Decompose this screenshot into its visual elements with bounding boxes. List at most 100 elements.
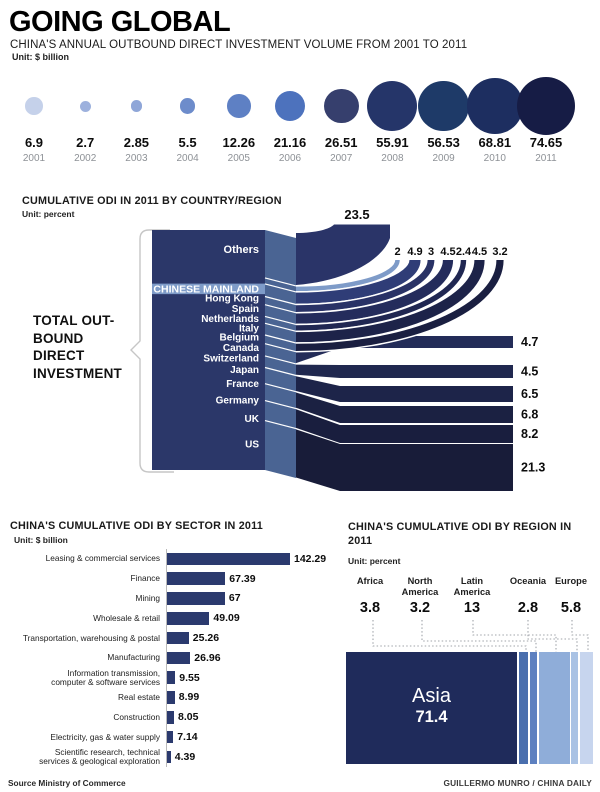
sector-row-scientific-research-technica: Scientific research, technical services …	[10, 746, 340, 767]
label-chinese-mainland: CHINESE MAINLAND	[153, 283, 259, 295]
value-japan: 4.5	[521, 365, 538, 379]
sector-bar	[167, 572, 226, 585]
bubble-value-2002: 2.7	[76, 135, 95, 150]
label-uk: UK	[245, 414, 260, 425]
bubble-2001	[25, 97, 43, 115]
bubble-2010	[467, 78, 523, 134]
sector-bar-wrap: 49.09	[166, 608, 240, 629]
sector-bar	[167, 552, 290, 566]
bubble-value-2008: 55.91	[376, 135, 409, 150]
region-segment-asia	[346, 652, 518, 764]
sector-row-finance: Finance 67.39	[10, 568, 340, 589]
sector-chart-title: CHINA'S CUMULATIVE ODI BY SECTOR IN 2011	[10, 520, 263, 532]
value-canada: 3.2	[492, 246, 507, 258]
bubble-chart-annual-odi: 6.9 2001 2.7 2002 2.85 2003 5.5 2004 12.26 2005 21…	[0, 77, 600, 170]
source-credit: Source Ministry of Commerce	[8, 778, 126, 788]
sankey-title: CUMULATIVE ODI IN 2011 BY COUNTRY/REGION	[22, 195, 282, 207]
bubble-year-2001: 2001	[22, 153, 46, 164]
bubble-2008	[367, 81, 418, 132]
bubble-2004	[179, 98, 196, 114]
value-switzerland: 4.7	[521, 335, 538, 349]
value-us: 21.3	[521, 461, 545, 475]
sector-value: 67	[228, 592, 241, 605]
sector-label: Leasing & commercial services	[45, 553, 160, 564]
sector-label: Manufacturing	[107, 652, 160, 663]
page-subtitle: CHINA'S ANNUAL OUTBOUND DIRECT INVESTMEN…	[10, 39, 468, 51]
sector-row-construction: Construction 8.05	[10, 707, 340, 728]
leader-lines	[372, 620, 589, 653]
flow-germany	[296, 392, 513, 423]
total-investment-block	[152, 230, 265, 470]
bubble-2003	[130, 100, 142, 112]
region-segment-europe	[579, 652, 594, 764]
sector-row-real-estate: Real estate 8.99	[10, 687, 340, 708]
sector-bar-wrap: 9.55	[166, 667, 200, 688]
face-divider	[264, 315, 297, 325]
sector-bar-wrap: 67.39	[166, 568, 256, 589]
leader-oceania	[527, 620, 578, 653]
bubble-year-2005: 2005	[227, 153, 250, 164]
sector-bar-wrap: 26.96	[166, 647, 221, 668]
bubble-year-2008: 2008	[381, 153, 404, 164]
region-label-north-america: North America	[401, 576, 439, 597]
sector-bar-wrap: 8.99	[166, 687, 200, 708]
sector-value: 8.99	[178, 691, 200, 704]
leader-north-america	[421, 620, 537, 653]
bubble-value-2011: 74.65	[529, 135, 563, 150]
region-segment-africa	[518, 652, 528, 764]
label-canada: Canada	[223, 343, 260, 354]
asia-name: Asia	[412, 685, 451, 707]
block-side-face	[265, 230, 296, 478]
face-divider	[264, 334, 297, 344]
face-divider	[264, 322, 297, 332]
bubble-value-2005: 12.26	[222, 135, 256, 150]
bubble-value-2004: 5.5	[178, 135, 197, 150]
sector-label: Information transmission, computer & sof…	[51, 667, 160, 687]
region-segment-oceania	[571, 652, 579, 764]
region-label-latin-america: Latin America	[453, 576, 491, 597]
sector-value: 9.55	[179, 671, 200, 684]
face-divider	[264, 277, 297, 287]
sector-value: 49.09	[213, 612, 240, 625]
region-label-oceania: Oceania	[509, 576, 547, 586]
sector-label: Wholesale & retail	[93, 612, 160, 623]
sector-row-mining: Mining 67	[10, 588, 340, 609]
bubble-2006	[274, 90, 306, 122]
sector-bar-wrap: 7.14	[166, 727, 198, 747]
flow-spain	[295, 259, 435, 312]
sector-label: Construction	[113, 711, 160, 722]
bubble-year-2011: 2011	[535, 153, 557, 164]
sector-value: 7.14	[177, 731, 198, 744]
flow-uk	[296, 409, 513, 443]
sector-value: 8.05	[178, 711, 199, 724]
value-uk: 8.2	[521, 427, 538, 441]
sankey-unit-label: Unit: percent	[22, 209, 75, 219]
region-segment-latin-america	[538, 652, 570, 764]
label-france: France	[226, 379, 259, 390]
value-chinese-mainland: 2	[394, 246, 400, 258]
value-germany: 6.8	[521, 408, 538, 422]
leader-africa	[372, 620, 527, 653]
sector-bar	[167, 750, 171, 764]
sector-row-wholesale-retail: Wholesale & retail 49.09	[10, 608, 340, 629]
face-divider	[264, 304, 297, 314]
value-spain: 3	[428, 246, 434, 258]
sector-row-information-transmission-com: Information transmission, computer & sof…	[10, 667, 340, 688]
bubble-value-2009: 56.53	[427, 135, 460, 150]
region-value-europe: 5.8	[560, 600, 582, 616]
sector-bar-wrap: 142.29	[166, 549, 326, 569]
sector-bar-wrap: 4.39	[166, 746, 195, 767]
flow-belgium	[295, 259, 485, 343]
sector-value: 26.96	[194, 651, 221, 664]
bubble-2007	[324, 88, 359, 124]
bubble-value-2006: 21.16	[273, 135, 307, 150]
bubble-year-2003: 2003	[125, 153, 148, 164]
region-value-oceania: 2.8	[517, 600, 539, 616]
value-belgium: 4.5	[472, 246, 487, 258]
asia-value: 71.4	[415, 708, 448, 726]
face-divider	[264, 420, 297, 430]
flow-netherlands	[295, 259, 454, 324]
flow-hong-kong	[295, 259, 421, 304]
label-belgium: Belgium	[220, 333, 260, 344]
